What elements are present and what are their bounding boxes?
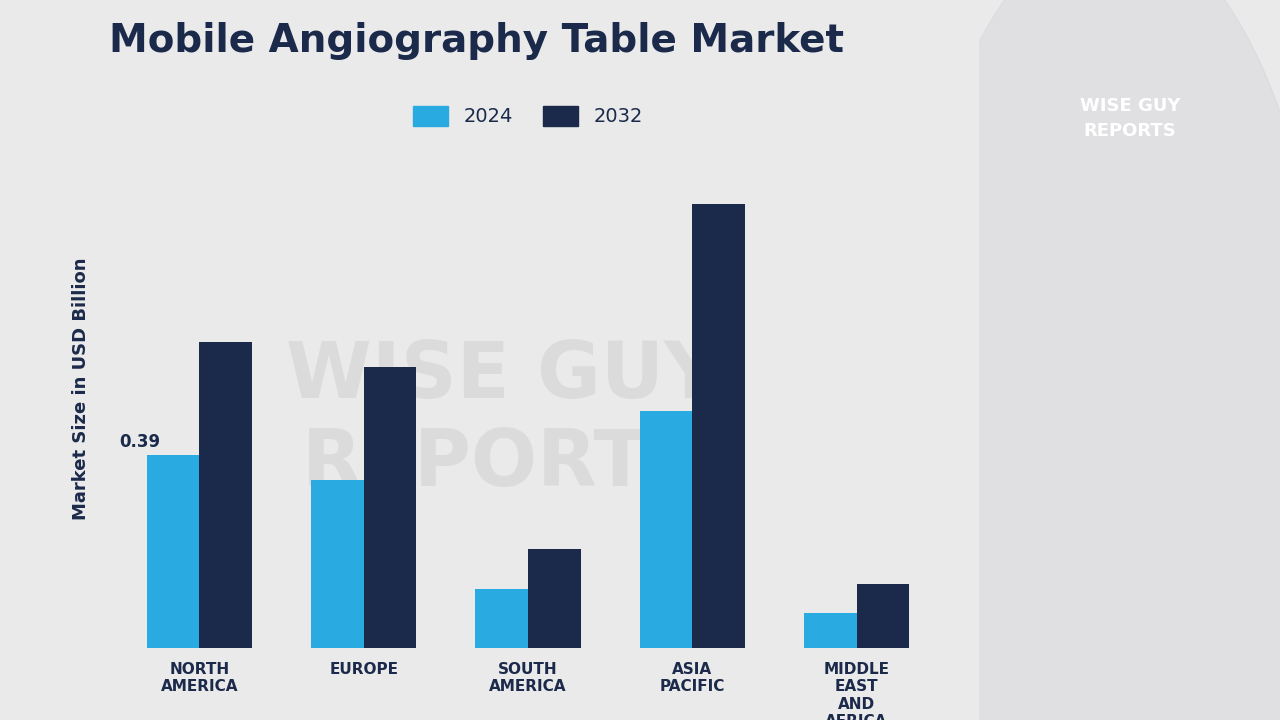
Bar (147, 456, 200, 648)
Bar (529, 549, 581, 648)
Circle shape (899, 0, 1280, 720)
Text: Mobile Angiography Table Market: Mobile Angiography Table Market (109, 22, 844, 60)
Text: WISE GUY
REPORTS: WISE GUY REPORTS (1080, 97, 1180, 140)
Bar (640, 411, 692, 648)
Bar (692, 204, 745, 648)
Bar (200, 342, 252, 648)
Y-axis label: Market Size in USD Billion: Market Size in USD Billion (72, 258, 90, 520)
Bar (311, 480, 364, 648)
Bar (804, 613, 856, 648)
Text: WISE GUY
REPORTS: WISE GUY REPORTS (285, 338, 721, 502)
Bar (475, 589, 529, 648)
Legend: 2024, 2032: 2024, 2032 (406, 98, 650, 134)
Bar (856, 584, 909, 648)
Text: 0.39: 0.39 (119, 433, 160, 451)
Bar (364, 366, 416, 648)
